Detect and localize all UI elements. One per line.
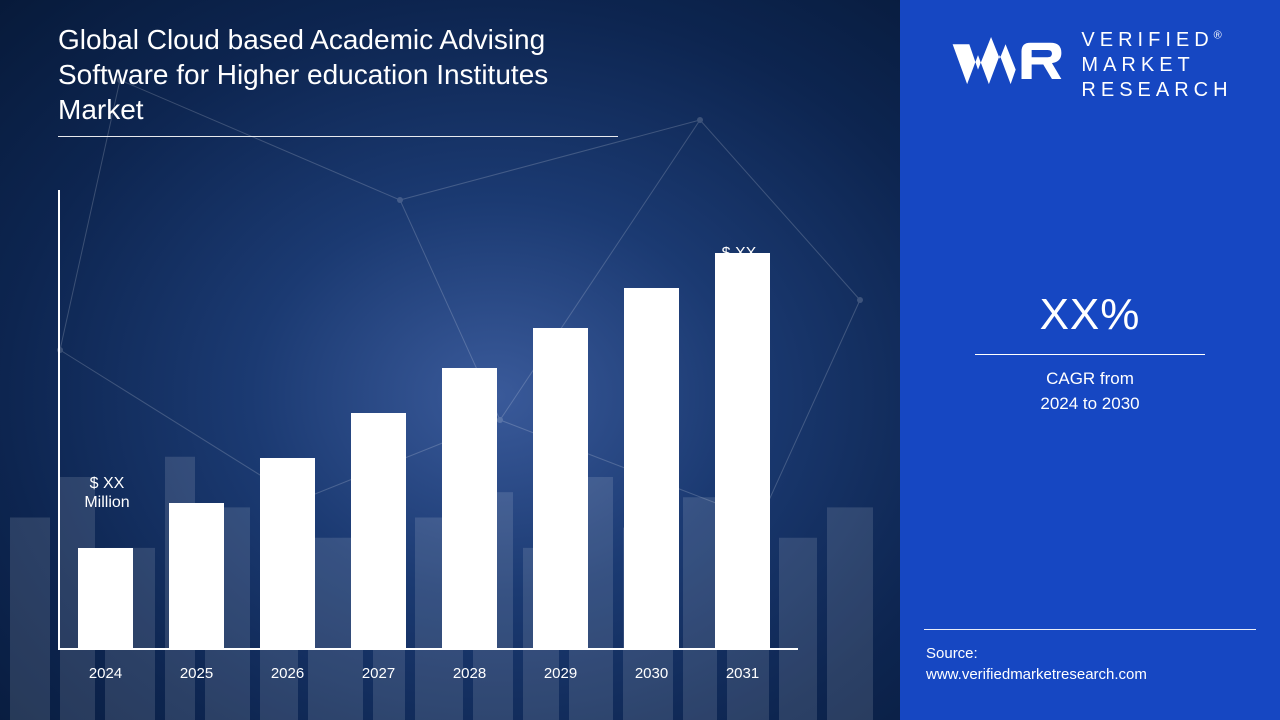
bar <box>624 288 679 648</box>
source-block: Source: www.verifiedmarketresearch.com <box>926 643 1147 687</box>
bar <box>78 548 133 648</box>
bar-chart: $ XXMillion $ XXMillion 2024202520262027… <box>58 182 808 682</box>
infographic-container: Global Cloud based Academic Advising Sof… <box>0 0 1280 720</box>
x-axis-label: 2031 <box>715 665 770 682</box>
bar <box>351 413 406 648</box>
source-url: www.verifiedmarketresearch.com <box>926 664 1147 686</box>
cagr-underline <box>975 354 1205 355</box>
x-axis-label: 2024 <box>78 665 133 682</box>
x-axis-label: 2028 <box>442 665 497 682</box>
brand-logo-block: VERIFIED® MARKET RESEARCH <box>900 28 1280 103</box>
cagr-caption: CAGR from 2024 to 2030 <box>900 367 1280 416</box>
source-label: Source: <box>926 643 1147 665</box>
bar <box>169 503 224 648</box>
x-axis-label: 2026 <box>260 665 315 682</box>
x-axis-label: 2029 <box>533 665 588 682</box>
x-axis-labels: 2024 2025 2026 2027 2028 2029 2030 2031 <box>78 665 788 682</box>
bar <box>715 253 770 648</box>
bar <box>260 458 315 648</box>
vmr-logo-icon <box>947 37 1067 95</box>
side-panel: VERIFIED® MARKET RESEARCH XX% CAGR from … <box>900 0 1280 720</box>
brand-logo-text: VERIFIED® MARKET RESEARCH <box>1081 28 1232 103</box>
bar <box>533 328 588 648</box>
bar <box>442 368 497 648</box>
x-axis-label: 2027 <box>351 665 406 682</box>
cagr-value: XX% <box>900 290 1280 340</box>
x-axis-label: 2030 <box>624 665 679 682</box>
y-axis <box>58 190 60 650</box>
cagr-block: XX% CAGR from 2024 to 2030 <box>900 290 1280 416</box>
chart-title: Global Cloud based Academic Advising Sof… <box>58 22 618 127</box>
source-divider <box>924 629 1256 630</box>
x-axis-label: 2025 <box>169 665 224 682</box>
title-underline <box>58 136 618 137</box>
x-axis <box>58 648 798 650</box>
bars-group <box>78 188 788 648</box>
registered-mark: ® <box>1214 29 1227 41</box>
chart-panel: Global Cloud based Academic Advising Sof… <box>0 0 900 720</box>
